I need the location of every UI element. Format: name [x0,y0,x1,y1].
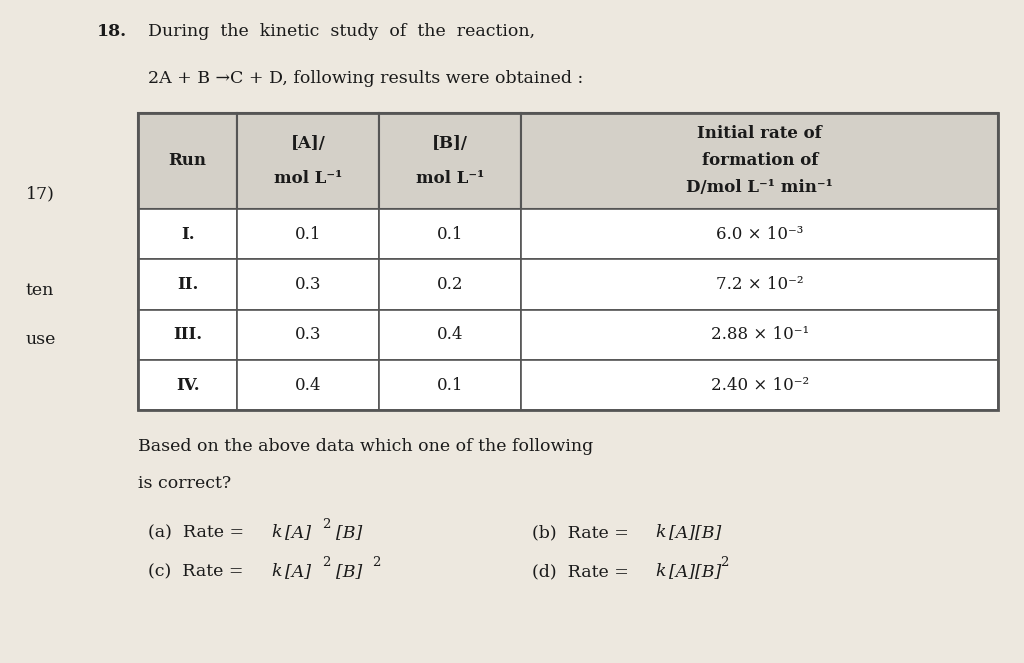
Text: III.: III. [173,326,203,343]
Text: I.: I. [181,225,195,243]
Text: 0.1: 0.1 [437,225,463,243]
Text: [B]: [B] [336,524,362,542]
Text: mol L⁻¹: mol L⁻¹ [274,170,342,186]
Text: 0.4: 0.4 [295,377,322,394]
Text: k: k [271,524,282,542]
Text: formation of: formation of [701,152,818,169]
Text: [A][B]: [A][B] [669,563,721,580]
Text: [A]/: [A]/ [291,135,326,152]
Text: During  the  kinetic  study  of  the  reaction,: During the kinetic study of the reaction… [148,23,536,40]
Text: 2: 2 [372,556,380,570]
Bar [238,259,379,310]
Text: ten: ten [26,282,54,299]
Text: mol L⁻¹: mol L⁻¹ [416,170,484,186]
Text: (b)  Rate =: (b) Rate = [532,524,635,542]
Text: 17): 17) [26,186,54,203]
Bar [138,113,238,209]
Bar [138,209,238,259]
Text: 2: 2 [323,518,331,531]
Bar [379,310,521,360]
Text: [B]/: [B]/ [432,135,468,152]
Text: 7.2 × 10⁻²: 7.2 × 10⁻² [716,276,804,293]
Text: Run: Run [169,152,207,169]
Bar [138,259,238,310]
Bar [138,113,998,410]
Bar [521,360,998,410]
Text: 18.: 18. [97,23,127,40]
Text: (c)  Rate =: (c) Rate = [148,563,250,580]
Text: use: use [26,332,56,349]
Text: [A]: [A] [285,524,310,542]
Text: 2A + B →C + D, following results were obtained :: 2A + B →C + D, following results were ob… [148,70,584,87]
Text: IV.: IV. [176,377,200,394]
Text: 2.40 × 10⁻²: 2.40 × 10⁻² [711,377,809,394]
Bar [379,259,521,310]
Text: II.: II. [177,276,199,293]
Bar [521,310,998,360]
Bar [379,113,521,209]
Text: 0.1: 0.1 [295,225,322,243]
Bar [379,209,521,259]
Text: 2: 2 [720,556,728,570]
Bar [521,259,998,310]
Bar [238,360,379,410]
Text: 6.0 × 10⁻³: 6.0 × 10⁻³ [716,225,804,243]
Text: 0.3: 0.3 [295,276,322,293]
Bar [238,209,379,259]
Text: Based on the above data which one of the following: Based on the above data which one of the… [138,438,594,455]
Text: k: k [655,563,666,580]
Bar [379,360,521,410]
Text: 0.3: 0.3 [295,326,322,343]
Text: (d)  Rate =: (d) Rate = [532,563,635,580]
Text: [A]: [A] [285,563,310,580]
Text: 2.88 × 10⁻¹: 2.88 × 10⁻¹ [711,326,809,343]
Text: (a)  Rate =: (a) Rate = [148,524,250,542]
Bar [521,113,998,209]
Text: [A][B]: [A][B] [669,524,721,542]
Text: [B]: [B] [336,563,362,580]
Text: k: k [655,524,666,542]
Text: 0.4: 0.4 [437,326,463,343]
Bar [138,310,238,360]
Bar [238,113,379,209]
Text: D/mol L⁻¹ min⁻¹: D/mol L⁻¹ min⁻¹ [686,179,834,196]
Bar [521,209,998,259]
Text: 2: 2 [323,556,331,570]
Text: k: k [271,563,282,580]
Bar [238,310,379,360]
Text: Initial rate of: Initial rate of [697,125,822,143]
Text: 0.2: 0.2 [437,276,463,293]
Text: is correct?: is correct? [138,475,231,492]
Text: 0.1: 0.1 [437,377,463,394]
Bar [138,360,238,410]
